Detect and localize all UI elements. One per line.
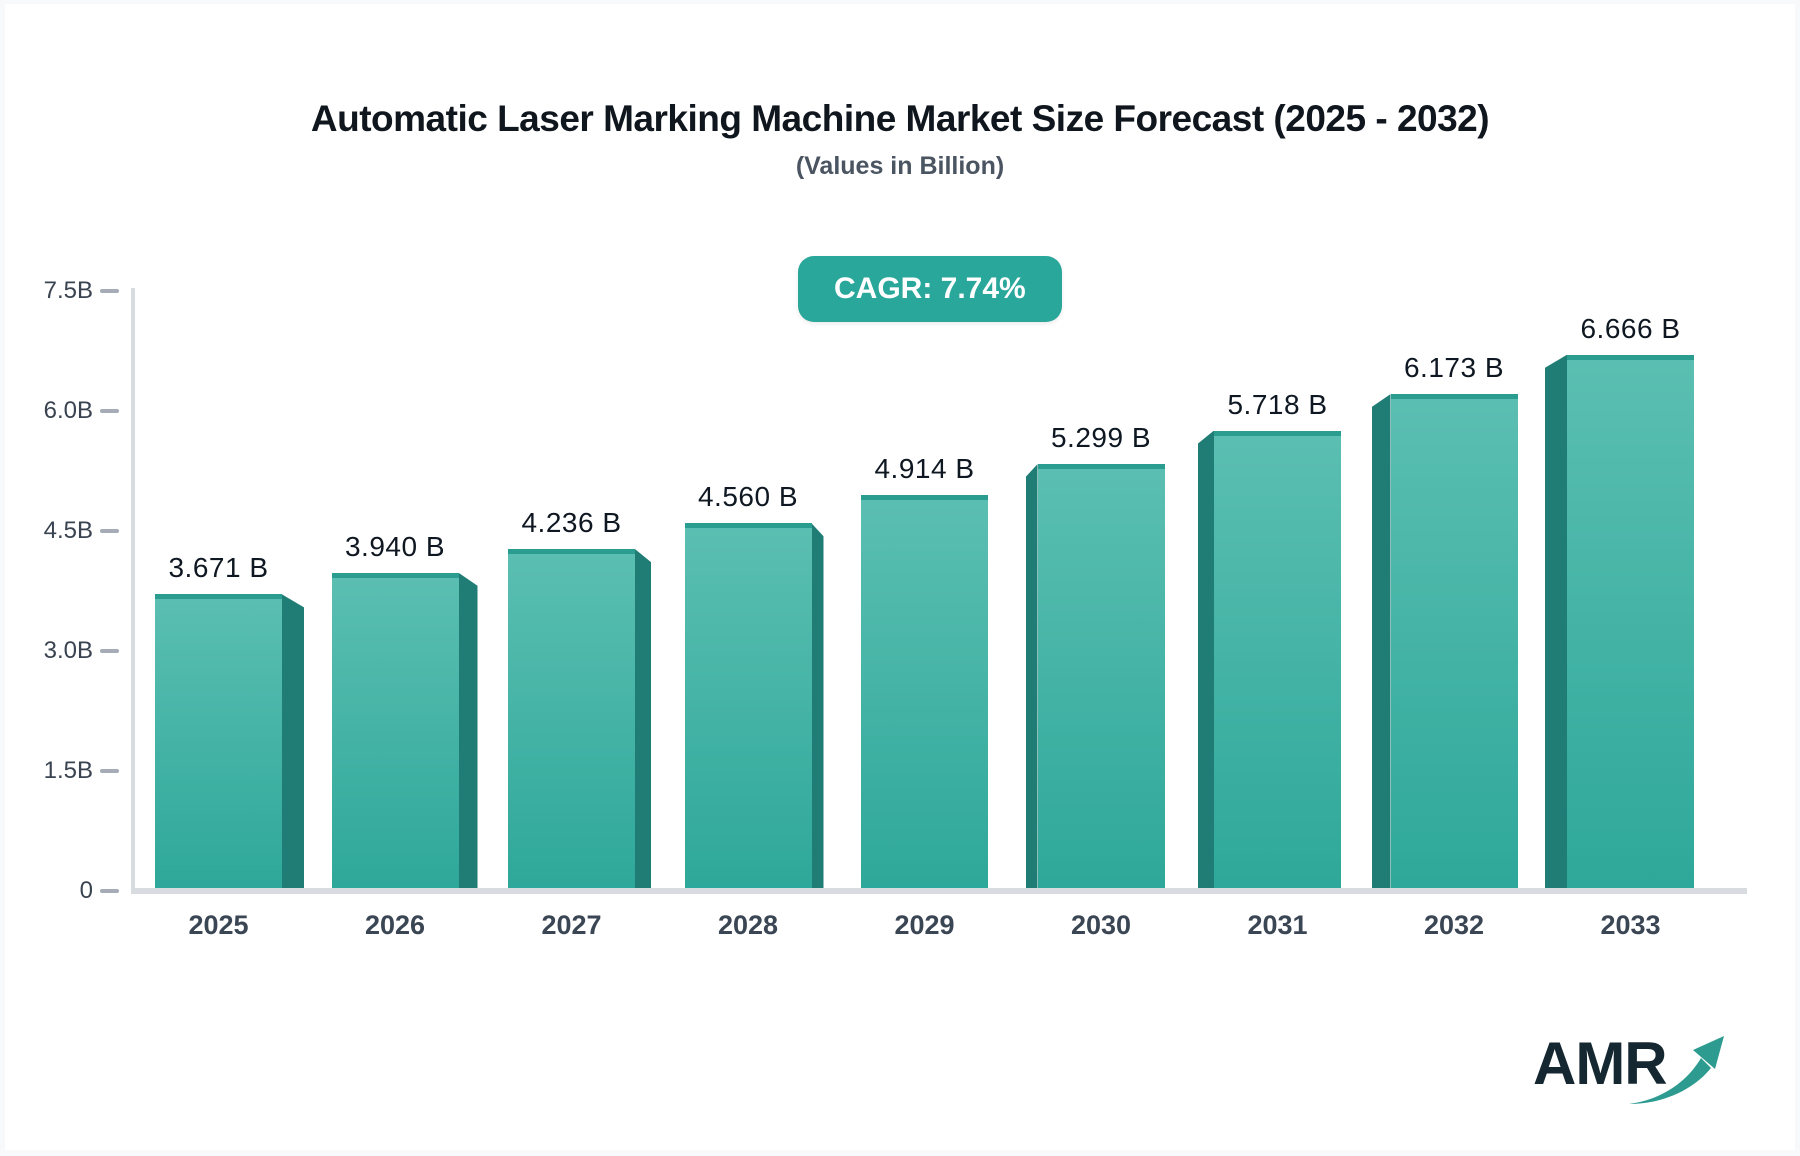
x-axis-line xyxy=(131,888,1747,894)
y-axis-tick xyxy=(100,289,119,293)
y-axis-line xyxy=(131,288,135,894)
bar xyxy=(155,594,282,888)
bar xyxy=(1214,430,1341,888)
y-axis-tick-label: 4.5B xyxy=(43,517,93,544)
chart-stage: Automatic Laser Marking Machine Market S… xyxy=(5,4,1795,1150)
bar-value-label: 5.299 B xyxy=(1050,422,1152,454)
y-axis-tick-label: 1.5B xyxy=(43,757,93,784)
bar-3d-side xyxy=(458,572,478,888)
chart-subtitle: (Values in Billion) xyxy=(795,152,1005,180)
y-axis-tick-label: 0 xyxy=(79,877,93,904)
bar-value-label: 3.940 B xyxy=(344,530,446,562)
bar xyxy=(331,572,459,888)
growth-arrow-icon xyxy=(1629,1036,1724,1104)
x-axis-category-label: 2030 xyxy=(1070,910,1132,940)
bar-top-edge xyxy=(1214,430,1341,436)
y-axis-tick xyxy=(100,769,119,773)
x-axis-category-label: 2026 xyxy=(364,910,426,940)
bar xyxy=(1390,394,1518,888)
bar-3d-side xyxy=(635,549,651,888)
y-axis-tick-label: 7.5B xyxy=(43,277,93,304)
bar-top-edge xyxy=(508,549,635,555)
x-axis-category-label: 2029 xyxy=(894,910,955,940)
bar-value-label: 5.718 B xyxy=(1227,388,1328,420)
bar-top-edge xyxy=(861,494,988,500)
bar xyxy=(861,494,988,888)
bar-top-edge xyxy=(684,523,812,529)
bar-top-edge xyxy=(1390,394,1518,400)
x-axis-category-label: 2027 xyxy=(541,910,602,940)
bar-top-edge xyxy=(155,594,282,600)
amr-logo: AMR xyxy=(1533,1030,1724,1114)
bar-value-label: 3.671 B xyxy=(168,552,269,584)
y-axis-tick xyxy=(100,529,119,533)
bar xyxy=(684,523,812,888)
x-axis-category-label: 2028 xyxy=(717,910,779,940)
chart-card: Automatic Laser Marking Machine Market S… xyxy=(5,4,1795,1150)
bar-3d-side xyxy=(1371,394,1391,888)
bar-value-label: 4.560 B xyxy=(697,481,799,513)
y-axis-tick xyxy=(100,409,119,413)
bar xyxy=(1567,354,1694,888)
bar-3d-side xyxy=(1545,354,1567,888)
bar-3d-side xyxy=(1198,430,1214,888)
bar-value-label: 4.914 B xyxy=(874,452,975,484)
bar-value-label: 6.666 B xyxy=(1580,312,1681,344)
y-axis-tick xyxy=(100,649,119,653)
y-axis-tick-label: 3.0B xyxy=(43,637,93,664)
y-axis-tick xyxy=(100,889,119,893)
y-axis-tick-label: 6.0B xyxy=(43,397,93,424)
x-axis-category-label: 2025 xyxy=(188,910,249,940)
x-axis-category-label: 2031 xyxy=(1247,910,1308,940)
bar-3d-side xyxy=(811,523,824,888)
x-axis-category-label: 2033 xyxy=(1600,910,1661,940)
cagr-badge: CAGR: 7.74% xyxy=(798,256,1062,322)
bar xyxy=(508,549,635,888)
bar xyxy=(1037,464,1165,888)
x-axis-category-label: 2032 xyxy=(1423,910,1485,940)
bar-3d-side xyxy=(1025,464,1038,888)
bar-3d-side xyxy=(282,594,304,888)
chart-title: Automatic Laser Marking Machine Market S… xyxy=(310,98,1490,139)
bar-top-edge xyxy=(331,572,459,578)
amr-logo-text: AMR xyxy=(1533,1030,1668,1097)
bar-value-label: 4.236 B xyxy=(521,507,622,539)
bar-top-edge xyxy=(1567,354,1694,360)
bar-top-edge xyxy=(1037,464,1165,470)
bar-value-label: 6.173 B xyxy=(1403,352,1505,384)
